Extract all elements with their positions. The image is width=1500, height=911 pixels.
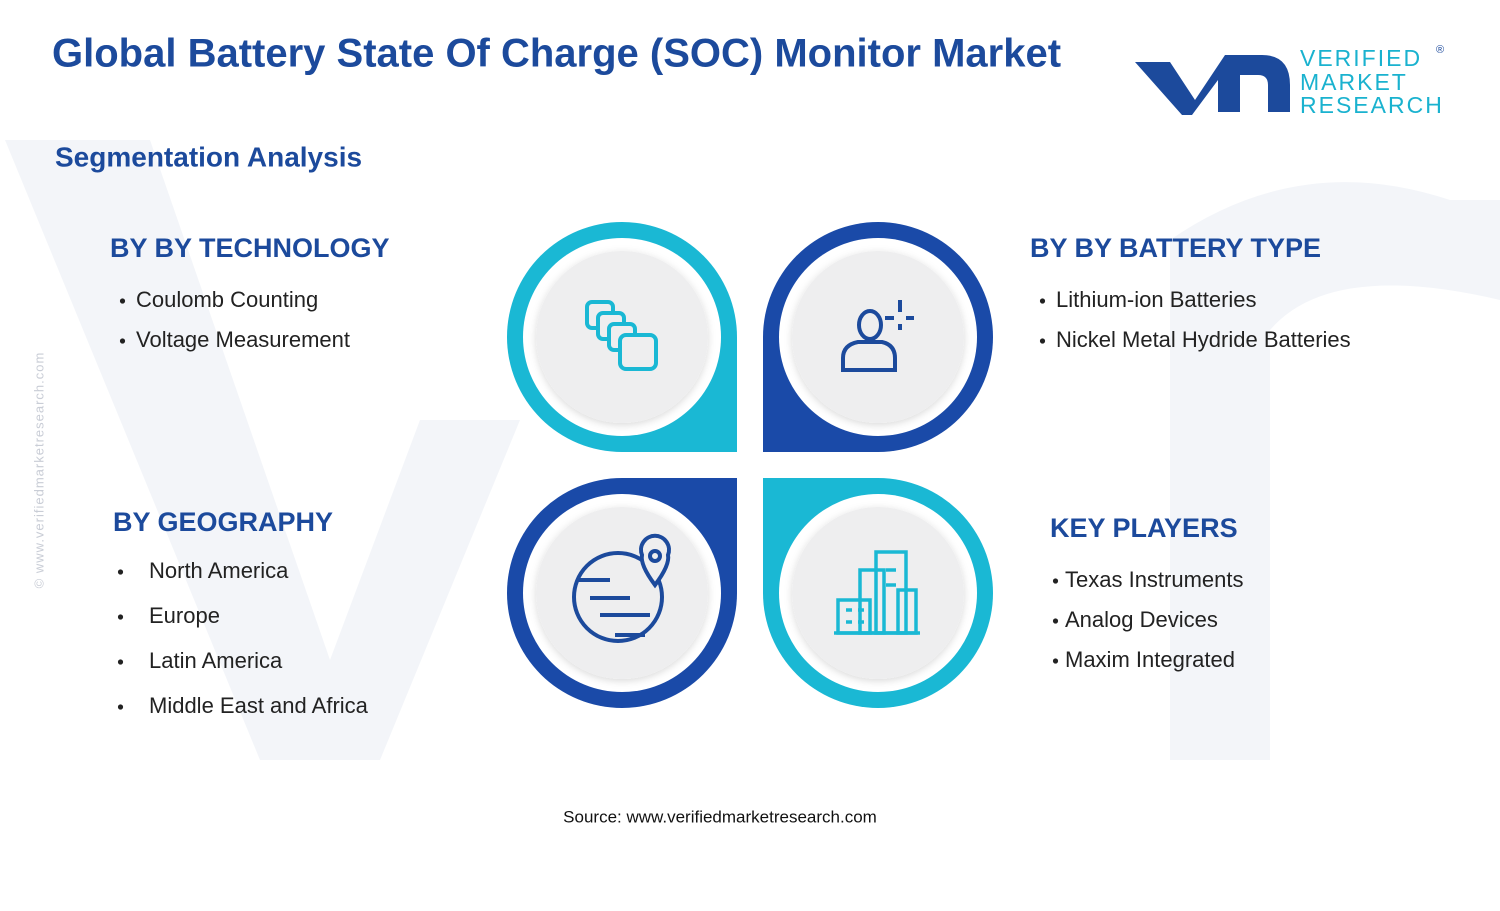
bullet bbox=[1052, 618, 1059, 624]
icon-geography bbox=[572, 533, 671, 643]
segment-item: Middle East and Africa bbox=[149, 693, 369, 718]
segment-item: Lithium-ion Batteries bbox=[1056, 287, 1257, 312]
segment-heading: BY GEOGRAPHY bbox=[113, 507, 333, 537]
segment-item: Nickel Metal Hydride Batteries bbox=[1056, 327, 1351, 352]
segment-item: Latin America bbox=[149, 648, 283, 673]
bullet bbox=[1039, 298, 1046, 304]
logo-text: RESEARCH bbox=[1300, 92, 1444, 118]
icon-technology bbox=[585, 300, 658, 371]
segment-heading: BY BY BATTERY TYPE bbox=[1030, 233, 1321, 263]
segment-item: Analog Devices bbox=[1065, 607, 1218, 632]
bullet bbox=[1052, 658, 1059, 664]
segment-heading: BY BY TECHNOLOGY bbox=[110, 233, 390, 263]
bullet bbox=[117, 614, 124, 620]
segment-item: Coulomb Counting bbox=[136, 287, 318, 312]
segment-item: Maxim Integrated bbox=[1065, 647, 1235, 672]
subtitle: Segmentation Analysis bbox=[55, 141, 362, 172]
logo: VERIFIED MARKET RESEARCH ® bbox=[1135, 44, 1444, 118]
segment-item: Voltage Measurement bbox=[136, 327, 350, 352]
logo-mark: ® bbox=[1436, 44, 1444, 56]
icon-key-players bbox=[834, 550, 920, 635]
bullet bbox=[119, 338, 126, 344]
logo-text: VERIFIED bbox=[1300, 45, 1422, 71]
side-watermark: © www.verifiedmarketresearch.com bbox=[31, 352, 46, 589]
bullet bbox=[117, 569, 124, 575]
segment-item: North America bbox=[149, 558, 289, 583]
title: Global Battery State Of Charge (SOC) Mon… bbox=[52, 32, 1061, 76]
segment-item: Texas Instruments bbox=[1065, 567, 1244, 592]
bullet bbox=[117, 704, 124, 710]
bullet bbox=[119, 298, 126, 304]
bullet bbox=[1052, 578, 1059, 584]
icon-battery-type bbox=[841, 300, 914, 372]
source: Source: www.verifiedmarketresearch.com bbox=[563, 807, 877, 826]
bullet bbox=[1039, 338, 1046, 344]
quadrants bbox=[507, 222, 993, 708]
bullet bbox=[117, 659, 124, 665]
segment-heading: KEY PLAYERS bbox=[1050, 513, 1238, 543]
background-watermark bbox=[5, 140, 1500, 761]
logo-text: MARKET bbox=[1300, 69, 1408, 95]
segment-item: Europe bbox=[149, 603, 220, 628]
